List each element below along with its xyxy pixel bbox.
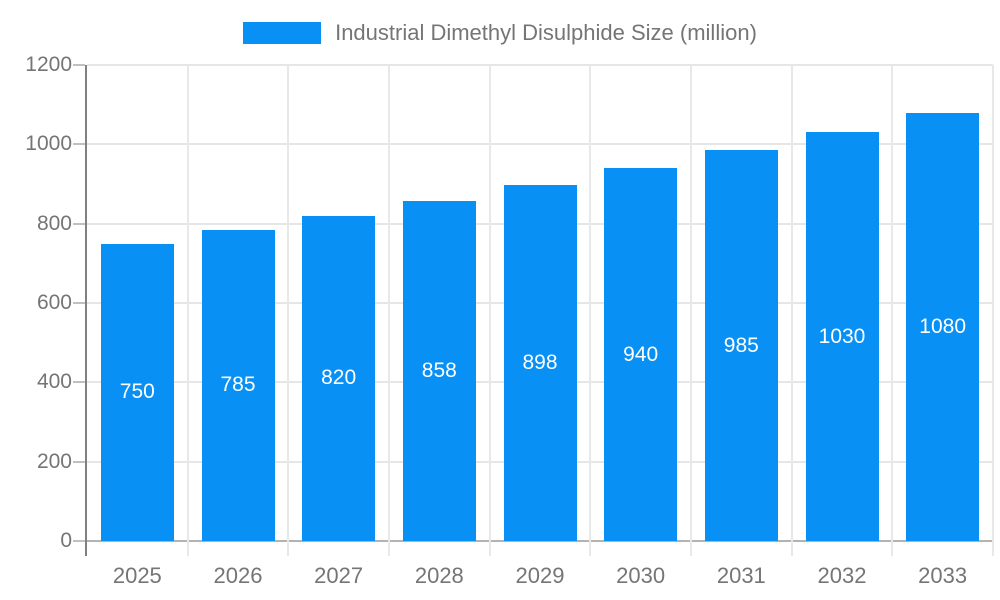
y-tick-label: 1200	[25, 53, 72, 76]
y-axis-line	[85, 65, 87, 556]
y-tick-mark	[73, 460, 85, 463]
gridline-x	[388, 65, 390, 556]
x-tick-label-2032: 2032	[817, 563, 867, 588]
gridline-x	[186, 65, 189, 556]
y-tick-mark	[73, 540, 85, 542]
gridline-y-1200	[87, 64, 993, 66]
y-tick-mark	[73, 222, 85, 225]
gridline-x	[891, 65, 894, 556]
gridline-y-0	[87, 540, 993, 542]
bar-value-label-2027: 820	[321, 366, 357, 390]
x-tick-label-2027: 2027	[314, 563, 364, 588]
x-tick-label-2031: 2031	[716, 563, 766, 588]
bar-value-label-2031: 985	[723, 333, 759, 357]
gridline-x	[992, 65, 994, 556]
y-tick-mark	[73, 302, 85, 304]
x-tick-label-2030: 2030	[616, 563, 666, 588]
bar-value-label-2026: 785	[220, 373, 256, 397]
y-tick-label: 800	[36, 211, 72, 235]
bar-value-label-2033: 1080	[919, 314, 967, 338]
y-tick-mark	[73, 143, 85, 146]
bar-2031[interactable]	[704, 150, 778, 541]
x-tick-label-2025: 2025	[112, 563, 162, 588]
bar-2030[interactable]	[604, 168, 678, 541]
legend-swatch	[243, 22, 322, 44]
y-tick-label: 400	[36, 370, 72, 394]
bar-value-label-2030: 940	[623, 342, 659, 366]
x-tick-label-2033: 2033	[918, 563, 968, 588]
gridline-x	[488, 65, 491, 556]
bar-value-label-2029: 898	[522, 350, 558, 374]
bar-2029[interactable]	[503, 184, 577, 541]
plot-area: 750 785 820 858 898 940 985 1030 1080	[85, 64, 994, 556]
gridline-x	[690, 65, 692, 556]
bar-value-label-2032: 1030	[818, 324, 866, 348]
gridline-x	[790, 65, 793, 556]
bar-2026[interactable]	[201, 229, 275, 541]
bar-2032[interactable]	[805, 132, 879, 541]
y-tick-label: 0	[60, 529, 72, 552]
legend-label: Industrial Dimethyl Disulphide Size (mil…	[335, 20, 757, 45]
y-tick-label: 1000	[25, 132, 72, 156]
x-tick-label-2029: 2029	[515, 563, 565, 588]
bar-2028[interactable]	[402, 200, 476, 541]
y-tick-label: 200	[36, 449, 72, 473]
y-tick-label: 600	[36, 291, 72, 314]
bar-2033[interactable]	[906, 112, 980, 541]
x-tick-label-2026: 2026	[213, 563, 263, 588]
x-tick-label-2028: 2028	[414, 563, 464, 588]
y-tick-mark	[73, 381, 85, 384]
bar-2025[interactable]	[100, 243, 174, 541]
gridline-x	[287, 65, 290, 556]
bar-value-label-2028: 858	[421, 358, 457, 382]
y-tick-mark	[73, 64, 85, 66]
bar-value-label-2025: 750	[119, 380, 155, 404]
bar-2027[interactable]	[302, 215, 376, 541]
gridline-x	[589, 65, 592, 556]
gridline-y-1000	[87, 143, 993, 146]
chart-legend: Industrial Dimethyl Disulphide Size (mil…	[0, 20, 1000, 46]
